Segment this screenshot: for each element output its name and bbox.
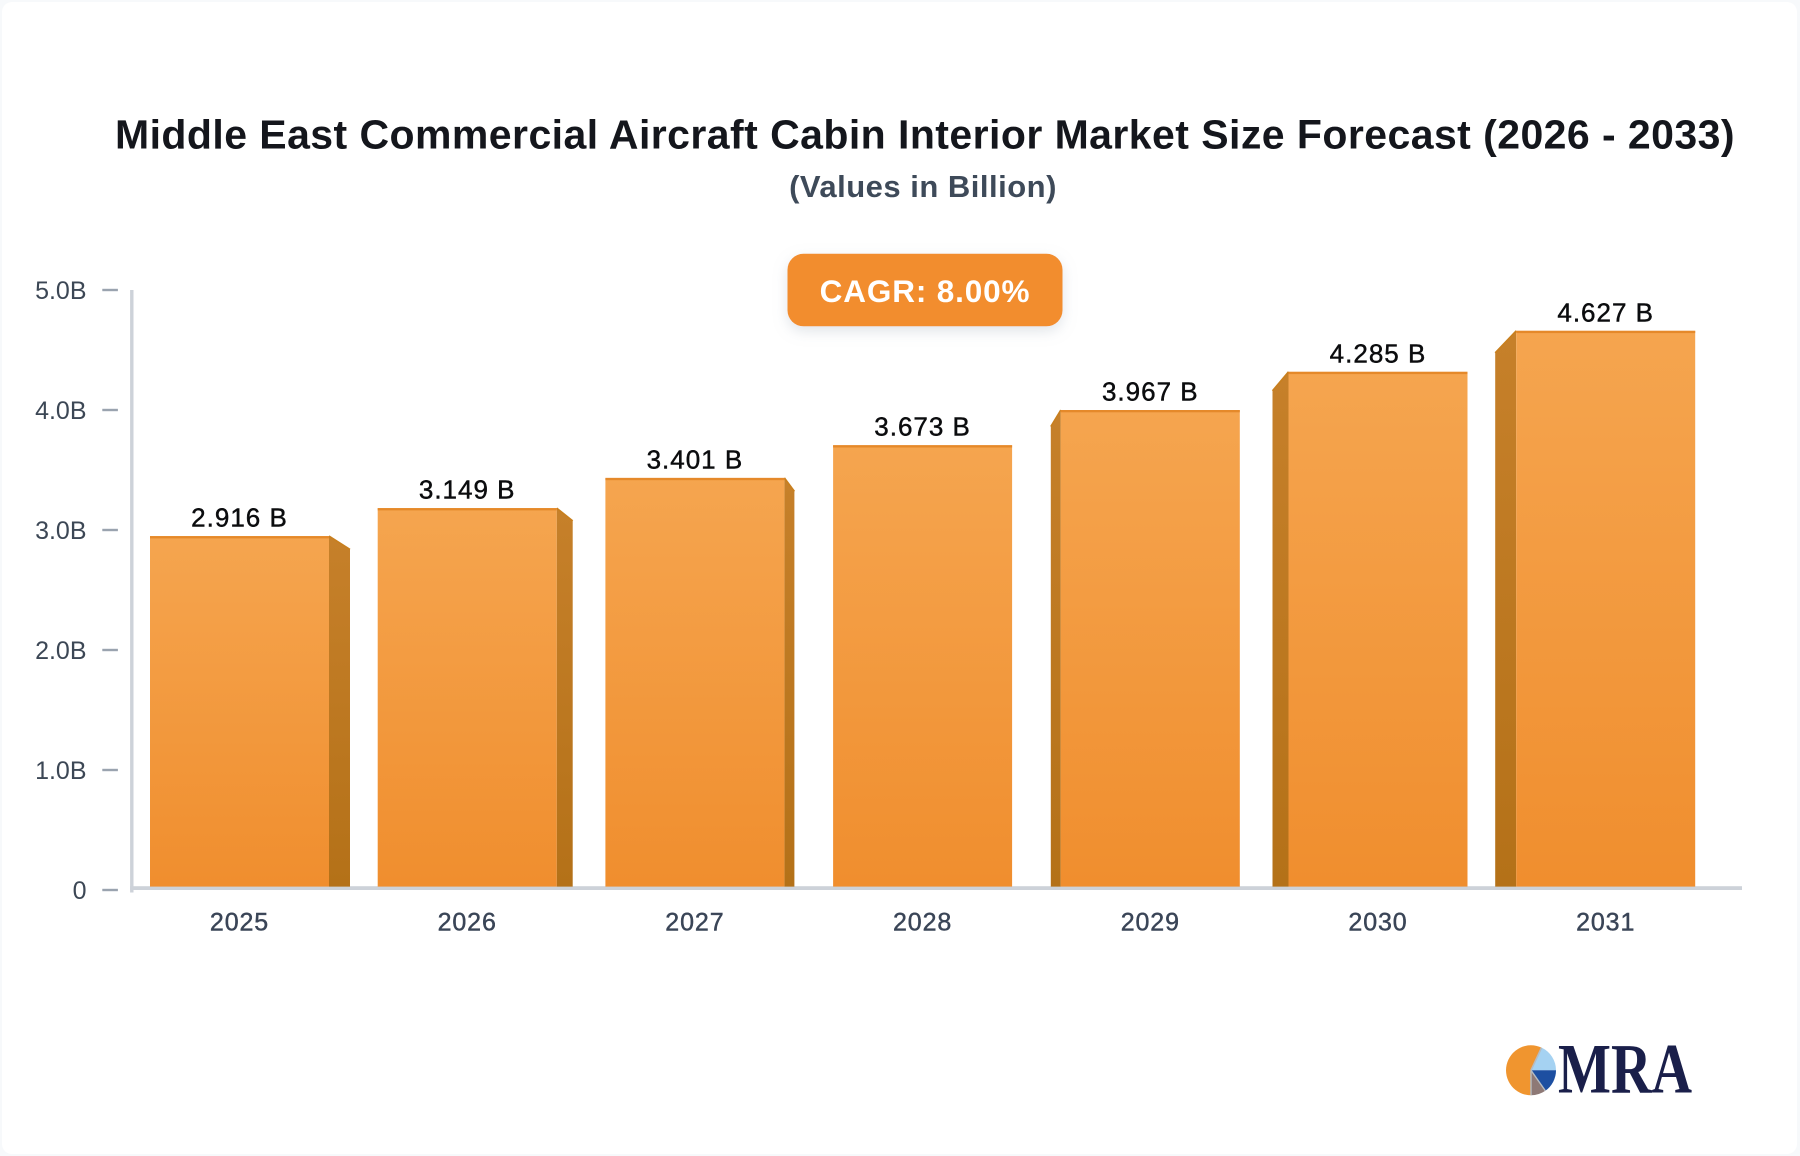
svg-text:3.0B: 3.0B xyxy=(35,517,86,545)
svg-text:0: 0 xyxy=(73,877,87,905)
svg-text:2.0B: 2.0B xyxy=(35,637,86,665)
svg-text:(Values in Billion): (Values in Billion) xyxy=(789,169,1057,204)
svg-text:2029: 2029 xyxy=(1121,909,1180,937)
svg-text:3.149 B: 3.149 B xyxy=(419,475,516,505)
svg-text:4.285 B: 4.285 B xyxy=(1330,338,1427,368)
svg-text:3.967 B: 3.967 B xyxy=(1102,377,1199,407)
svg-text:CAGR: 8.00%: CAGR: 8.00% xyxy=(820,273,1031,309)
svg-text:Middle East Commercial Aircraf: Middle East Commercial Aircraft Cabin In… xyxy=(115,112,1735,158)
svg-text:4.627 B: 4.627 B xyxy=(1557,297,1654,327)
svg-text:1.0B: 1.0B xyxy=(35,757,86,785)
svg-text:2026: 2026 xyxy=(438,909,497,937)
svg-text:4.0B: 4.0B xyxy=(35,397,86,425)
svg-text:5.0B: 5.0B xyxy=(35,277,86,305)
svg-text:2027: 2027 xyxy=(665,909,724,937)
svg-text:2030: 2030 xyxy=(1348,909,1407,937)
svg-text:2031: 2031 xyxy=(1576,909,1635,937)
svg-text:2.916 B: 2.916 B xyxy=(191,503,288,533)
svg-text:3.401 B: 3.401 B xyxy=(647,444,744,474)
svg-text:MRA: MRA xyxy=(1558,1031,1692,1109)
svg-text:2028: 2028 xyxy=(893,909,952,937)
svg-text:2025: 2025 xyxy=(210,909,269,937)
svg-text:3.673 B: 3.673 B xyxy=(874,412,971,442)
